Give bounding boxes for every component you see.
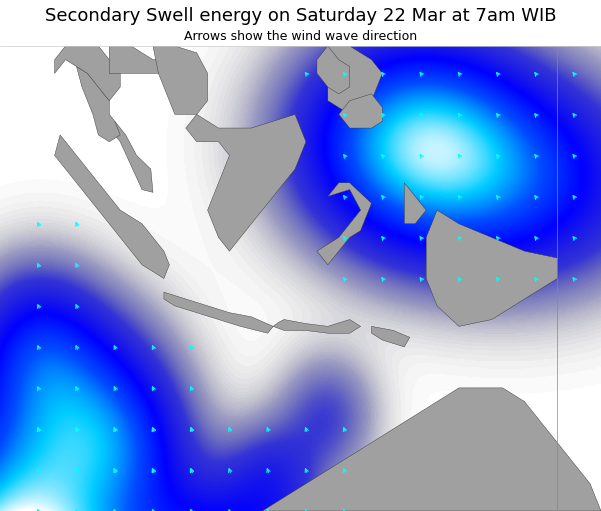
Polygon shape [328,46,382,114]
Polygon shape [153,46,207,114]
Polygon shape [426,210,557,327]
Polygon shape [262,388,601,511]
Polygon shape [371,327,410,347]
Polygon shape [76,66,120,142]
Polygon shape [186,114,306,251]
Polygon shape [55,135,169,278]
Polygon shape [317,46,350,94]
Polygon shape [164,292,273,333]
Polygon shape [55,46,120,101]
Polygon shape [404,183,426,224]
Polygon shape [317,183,371,265]
Text: Secondary Swell energy on Saturday 22 Mar at 7am WIB: Secondary Swell energy on Saturday 22 Ma… [44,7,557,25]
Polygon shape [273,319,361,333]
Polygon shape [109,46,197,74]
Text: Arrows show the wind wave direction: Arrows show the wind wave direction [184,30,417,43]
Polygon shape [109,121,153,192]
Polygon shape [339,94,382,128]
